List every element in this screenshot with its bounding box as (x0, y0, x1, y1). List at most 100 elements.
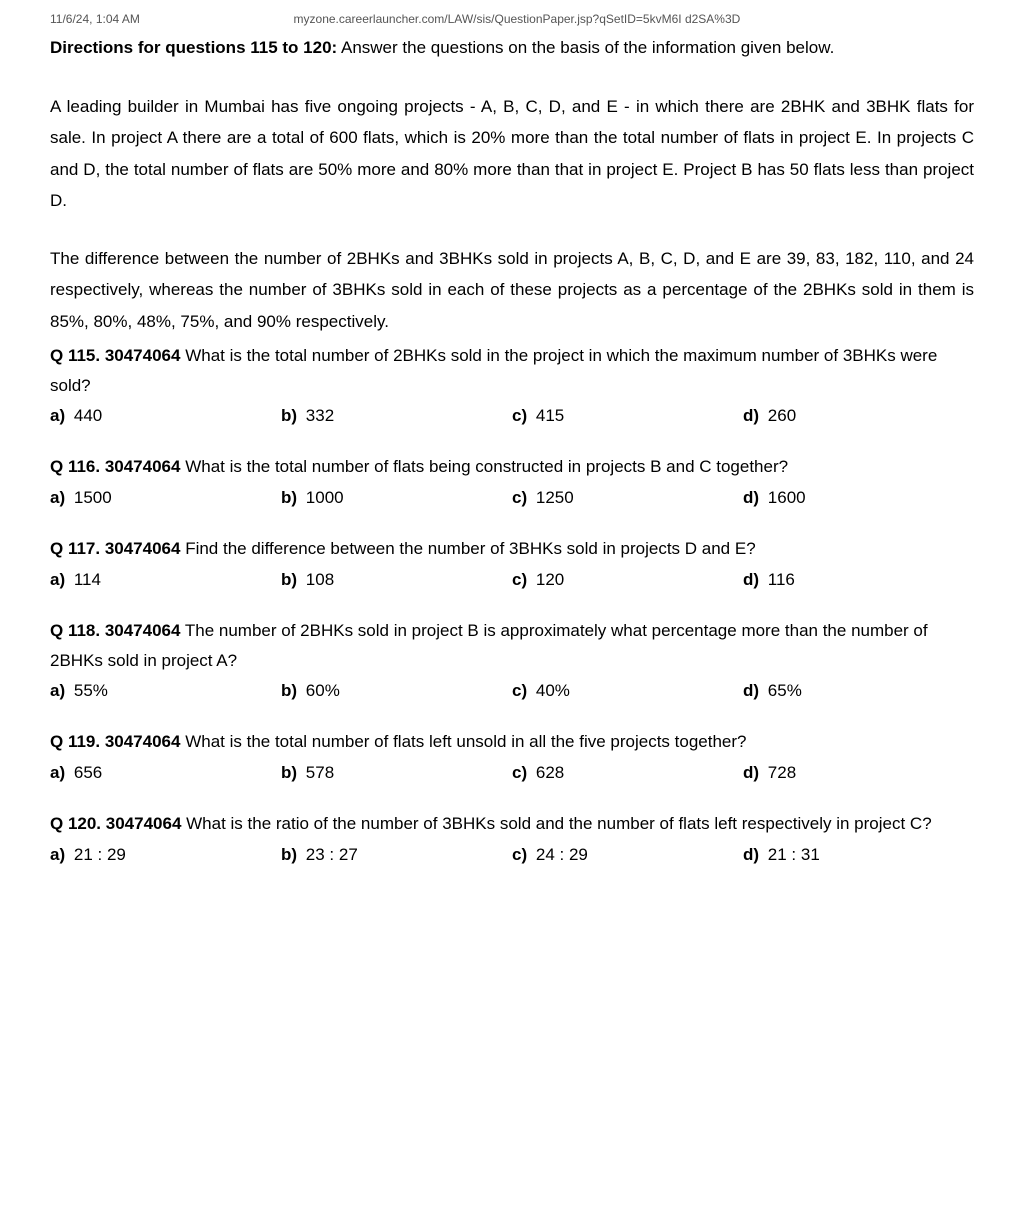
option-letter: b) (281, 488, 297, 507)
option-b[interactable]: b) 1000 (281, 488, 512, 508)
option-letter: b) (281, 406, 297, 425)
question-block-116: Q 116. 30474064 What is the total number… (50, 452, 974, 508)
options-row: a) 656 b) 578 c) 628 d) 728 (50, 763, 974, 783)
option-letter: a) (50, 488, 65, 507)
option-b[interactable]: b) 60% (281, 681, 512, 701)
question-118: Q 118. 30474064 The number of 2BHKs sold… (50, 616, 974, 676)
question-number: Q 120. 30474064 (50, 814, 181, 833)
option-value: 24 : 29 (536, 845, 588, 864)
page-header: 11/6/24, 1:04 AM myzone.careerlauncher.c… (50, 12, 974, 26)
option-letter: c) (512, 845, 527, 864)
option-value: 116 (768, 570, 795, 589)
option-letter: a) (50, 681, 65, 700)
option-b[interactable]: b) 578 (281, 763, 512, 783)
question-block-115: Q 115. 30474064 What is the total number… (50, 341, 974, 427)
option-letter: b) (281, 570, 297, 589)
option-value: 415 (536, 406, 564, 425)
question-120: Q 120. 30474064 What is the ratio of the… (50, 809, 974, 839)
option-c[interactable]: c) 1250 (512, 488, 743, 508)
question-116: Q 116. 30474064 What is the total number… (50, 452, 974, 482)
option-c[interactable]: c) 40% (512, 681, 743, 701)
option-value: 1250 (536, 488, 574, 507)
option-letter: b) (281, 845, 297, 864)
option-value: 1500 (74, 488, 112, 507)
option-letter: c) (512, 570, 527, 589)
option-value: 1600 (768, 488, 806, 507)
options-row: a) 440 b) 332 c) 415 d) 260 (50, 406, 974, 426)
options-row: a) 114 b) 108 c) 120 d) 116 (50, 570, 974, 590)
option-c[interactable]: c) 24 : 29 (512, 845, 743, 865)
question-block-118: Q 118. 30474064 The number of 2BHKs sold… (50, 616, 974, 702)
option-value: 60% (306, 681, 340, 700)
option-letter: a) (50, 845, 65, 864)
options-row: a) 21 : 29 b) 23 : 27 c) 24 : 29 d) 21 :… (50, 845, 974, 865)
option-value: 23 : 27 (306, 845, 358, 864)
question-115: Q 115. 30474064 What is the total number… (50, 341, 974, 401)
option-d[interactable]: d) 260 (743, 406, 974, 426)
print-timestamp: 11/6/24, 1:04 AM (50, 12, 140, 26)
option-letter: c) (512, 681, 527, 700)
question-block-119: Q 119. 30474064 What is the total number… (50, 727, 974, 783)
directions-label: Directions for questions 115 to 120: (50, 38, 337, 57)
option-d[interactable]: d) 116 (743, 570, 974, 590)
option-value: 21 : 29 (74, 845, 126, 864)
option-letter: b) (281, 763, 297, 782)
directions-block: Directions for questions 115 to 120: Ans… (50, 34, 974, 63)
option-a[interactable]: a) 656 (50, 763, 281, 783)
option-letter: c) (512, 488, 527, 507)
question-text: What is the total number of flats left u… (180, 732, 746, 751)
option-value: 21 : 31 (768, 845, 820, 864)
option-value: 440 (74, 406, 102, 425)
question-text: What is the total number of flats being … (180, 457, 788, 476)
option-letter: c) (512, 763, 527, 782)
option-letter: d) (743, 763, 759, 782)
option-c[interactable]: c) 628 (512, 763, 743, 783)
passage-paragraph-1: A leading builder in Mumbai has five ong… (50, 91, 974, 217)
option-letter: a) (50, 570, 65, 589)
option-value: 578 (306, 763, 334, 782)
option-c[interactable]: c) 415 (512, 406, 743, 426)
page-url: myzone.careerlauncher.com/LAW/sis/Questi… (140, 12, 894, 26)
option-letter: a) (50, 763, 65, 782)
question-text: Find the difference between the number o… (180, 539, 755, 558)
question-text: What is the total number of 2BHKs sold i… (50, 346, 937, 395)
question-number: Q 115. 30474064 (50, 346, 180, 365)
option-value: 120 (536, 570, 564, 589)
option-letter: d) (743, 570, 759, 589)
option-d[interactable]: d) 728 (743, 763, 974, 783)
question-text: What is the ratio of the number of 3BHKs… (181, 814, 931, 833)
option-value: 55% (74, 681, 108, 700)
option-letter: a) (50, 406, 65, 425)
options-row: a) 55% b) 60% c) 40% d) 65% (50, 681, 974, 701)
option-value: 65% (768, 681, 802, 700)
option-a[interactable]: a) 21 : 29 (50, 845, 281, 865)
option-value: 108 (306, 570, 334, 589)
option-a[interactable]: a) 440 (50, 406, 281, 426)
passage-paragraph-2: The difference between the number of 2BH… (50, 243, 974, 337)
option-d[interactable]: d) 21 : 31 (743, 845, 974, 865)
option-letter: d) (743, 406, 759, 425)
option-letter: d) (743, 681, 759, 700)
option-d[interactable]: d) 65% (743, 681, 974, 701)
question-block-120: Q 120. 30474064 What is the ratio of the… (50, 809, 974, 865)
option-value: 260 (768, 406, 796, 425)
question-119: Q 119. 30474064 What is the total number… (50, 727, 974, 757)
option-a[interactable]: a) 55% (50, 681, 281, 701)
option-b[interactable]: b) 23 : 27 (281, 845, 512, 865)
option-d[interactable]: d) 1600 (743, 488, 974, 508)
option-value: 1000 (306, 488, 344, 507)
option-b[interactable]: b) 108 (281, 570, 512, 590)
option-value: 728 (768, 763, 796, 782)
question-number: Q 117. 30474064 (50, 539, 180, 558)
option-b[interactable]: b) 332 (281, 406, 512, 426)
option-value: 656 (74, 763, 102, 782)
option-letter: c) (512, 406, 527, 425)
question-117: Q 117. 30474064 Find the difference betw… (50, 534, 974, 564)
option-a[interactable]: a) 114 (50, 570, 281, 590)
option-value: 332 (306, 406, 334, 425)
question-block-117: Q 117. 30474064 Find the difference betw… (50, 534, 974, 590)
option-c[interactable]: c) 120 (512, 570, 743, 590)
directions-text: Answer the questions on the basis of the… (337, 38, 834, 57)
option-letter: b) (281, 681, 297, 700)
option-a[interactable]: a) 1500 (50, 488, 281, 508)
